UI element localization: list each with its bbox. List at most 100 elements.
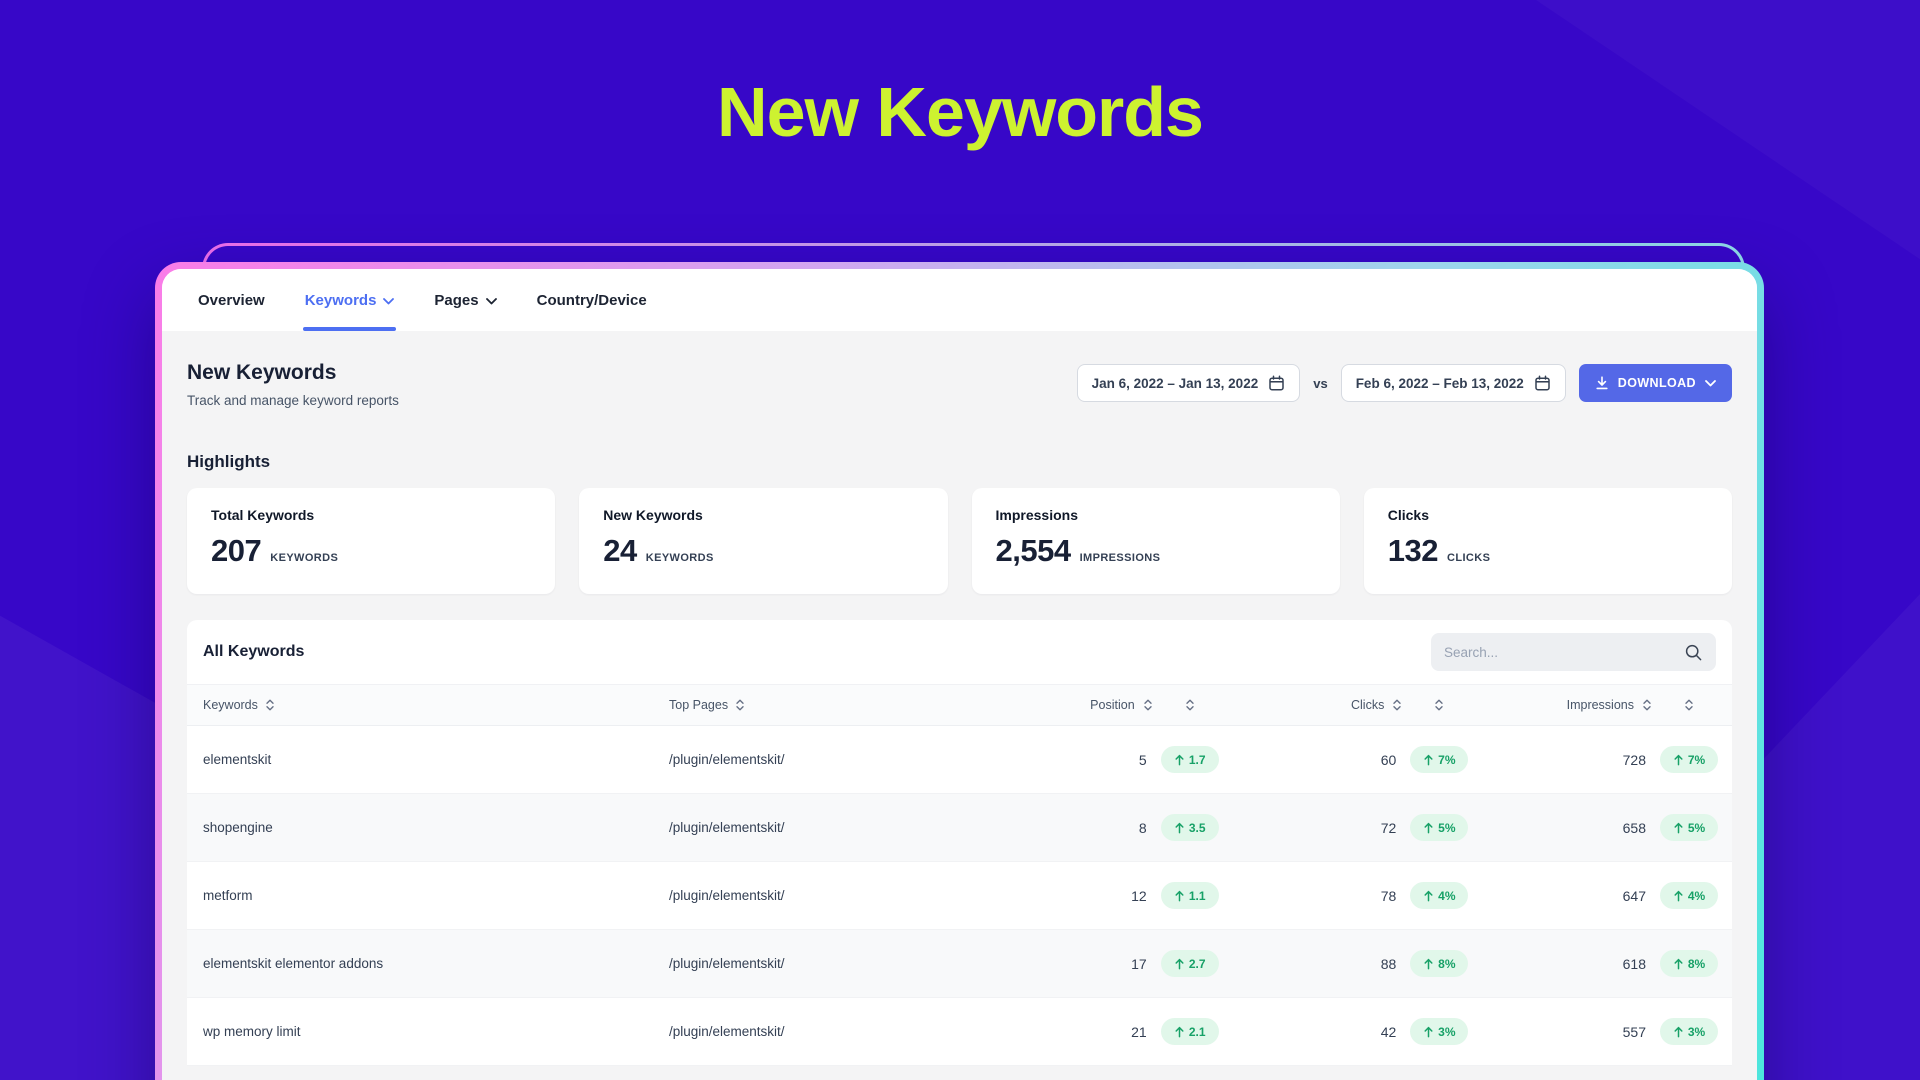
- column-label: Top Pages: [669, 698, 729, 712]
- highlight-label: Total Keywords: [211, 507, 315, 523]
- search-input[interactable]: [1444, 644, 1674, 660]
- position-value: 21: [1131, 1023, 1147, 1040]
- hero-title: New Keywords: [717, 73, 1204, 151]
- impressions-change-badge: 4%: [1660, 882, 1718, 909]
- tab-label: Overview: [198, 291, 265, 309]
- column-header-impressions[interactable]: Impressions: [1482, 698, 1732, 712]
- highlight-card-clicks: Clicks 132 CLICKS: [1363, 488, 1732, 594]
- chevron-down-icon: [1705, 379, 1716, 386]
- table-row[interactable]: wp memory limit /plugin/elementskit/ 21 2…: [187, 998, 1732, 1066]
- column-header-top-pages[interactable]: Top Pages: [653, 698, 983, 712]
- column-header-keywords[interactable]: Keywords: [187, 698, 653, 712]
- column-label: Keywords: [203, 698, 258, 712]
- highlight-label: New Keywords: [603, 507, 703, 523]
- column-header-position[interactable]: Position: [983, 698, 1233, 712]
- dashboard-card: Overview Keywords Pages Country/Device N…: [155, 262, 1764, 1080]
- arrow-up-icon: [1424, 890, 1433, 901]
- change-value: 4%: [1438, 888, 1456, 903]
- arrow-up-icon: [1424, 754, 1433, 765]
- impressions-value: 728: [1622, 751, 1646, 768]
- clicks-change-badge: 7%: [1410, 746, 1469, 773]
- position-change-badge: 3.5: [1160, 814, 1219, 841]
- sort-icon: [736, 699, 744, 711]
- tab-country-device[interactable]: Country/Device: [537, 269, 647, 331]
- highlight-value: 207: [211, 533, 262, 568]
- arrow-up-icon: [1424, 1026, 1433, 1037]
- tab-pages[interactable]: Pages: [434, 269, 497, 331]
- search-box[interactable]: [1431, 633, 1716, 671]
- vs-label: vs: [1313, 375, 1328, 391]
- keyword-cell: shopengine: [203, 820, 273, 835]
- highlight-unit: KEYWORDS: [270, 552, 339, 564]
- table-row[interactable]: shopengine /plugin/elementskit/ 8 3.5 72 5…: [187, 794, 1732, 862]
- highlight-card-new-keywords: New Keywords 24 KEYWORDS: [579, 488, 948, 594]
- sort-icon: [266, 699, 274, 711]
- clicks-value: 88: [1380, 955, 1397, 972]
- date-range-b-value: Feb 6, 2022 – Feb 13, 2022: [1355, 375, 1524, 391]
- highlight-label: Clicks: [1387, 507, 1429, 523]
- position-change-badge: 1.1: [1160, 882, 1219, 909]
- arrow-up-icon: [1175, 754, 1184, 765]
- change-value: 2.1: [1188, 1024, 1206, 1039]
- change-value: 3%: [1438, 1024, 1456, 1039]
- clicks-change-badge: 5%: [1410, 814, 1469, 841]
- change-value: 7%: [1438, 752, 1456, 767]
- impressions-change-badge: 5%: [1660, 814, 1718, 841]
- tab-label: Pages: [434, 291, 479, 309]
- column-header-clicks[interactable]: Clicks: [1233, 698, 1483, 712]
- impressions-value: 618: [1622, 955, 1646, 972]
- date-range-picker-b[interactable]: Feb 6, 2022 – Feb 13, 2022: [1340, 364, 1566, 402]
- highlight-unit: KEYWORDS: [645, 552, 714, 564]
- search-icon: [1685, 644, 1702, 660]
- keyword-cell: elementskit elementor addons: [203, 956, 384, 971]
- change-value: 8%: [1687, 956, 1706, 971]
- arrow-up-icon: [1674, 958, 1683, 969]
- date-range-picker-a[interactable]: Jan 6, 2022 – Jan 13, 2022: [1076, 364, 1301, 402]
- download-button[interactable]: DOWNLOAD: [1578, 364, 1732, 402]
- change-value: 7%: [1687, 752, 1706, 767]
- all-keywords-panel: All Keywords Keywords Top Pages: [187, 620, 1732, 1066]
- arrow-up-icon: [1674, 890, 1683, 901]
- position-change-badge: 1.7: [1160, 746, 1219, 773]
- arrow-up-icon: [1175, 890, 1184, 901]
- change-value: 5%: [1438, 820, 1456, 835]
- change-value: 3.5: [1188, 820, 1206, 835]
- keyword-cell: elementskit: [203, 752, 272, 767]
- arrow-up-icon: [1424, 958, 1433, 969]
- tab-label: Country/Device: [536, 291, 647, 309]
- highlight-card-total-keywords: Total Keywords 207 KEYWORDS: [187, 488, 556, 594]
- position-value: 5: [1138, 751, 1147, 768]
- column-label: Impressions: [1566, 698, 1634, 712]
- highlights-heading: Highlights: [187, 452, 271, 471]
- column-label: Position: [1090, 698, 1135, 712]
- change-value: 8%: [1438, 956, 1456, 971]
- panel-title: All Keywords: [203, 643, 305, 660]
- impressions-change-badge: 3%: [1660, 1018, 1718, 1045]
- change-value: 5%: [1687, 820, 1706, 835]
- clicks-change-badge: 4%: [1410, 882, 1469, 909]
- table-row[interactable]: elementskit elementor addons /plugin/ele…: [187, 930, 1732, 998]
- tab-overview[interactable]: Overview: [198, 269, 265, 331]
- impressions-change-badge: 7%: [1660, 746, 1718, 773]
- table-row[interactable]: metform /plugin/elementskit/ 12 1.1 78 4% …: [187, 862, 1732, 930]
- highlight-value: 132: [1387, 533, 1439, 568]
- table-row[interactable]: elementskit /plugin/elementskit/ 5 1.7 60…: [187, 726, 1732, 794]
- clicks-value: 78: [1380, 887, 1397, 904]
- impressions-value: 658: [1622, 819, 1646, 836]
- highlight-value: 2,554: [995, 533, 1072, 568]
- download-label: DOWNLOAD: [1617, 376, 1696, 390]
- download-icon: [1596, 376, 1608, 390]
- arrow-up-icon: [1674, 822, 1683, 833]
- tab-keywords[interactable]: Keywords: [302, 269, 397, 331]
- clicks-change-badge: 8%: [1410, 950, 1469, 977]
- position-value: 17: [1131, 955, 1147, 972]
- date-range-a-value: Jan 6, 2022 – Jan 13, 2022: [1091, 375, 1259, 391]
- impressions-value: 557: [1622, 1023, 1646, 1040]
- tab-bar: Overview Keywords Pages Country/Device: [162, 269, 1757, 331]
- position-change-badge: 2.1: [1160, 1018, 1219, 1045]
- clicks-value: 60: [1380, 751, 1397, 768]
- page-title: New Keywords: [187, 361, 337, 384]
- table-header-row: Keywords Top Pages Position Clicks: [187, 684, 1732, 726]
- top-page-cell: /plugin/elementskit/: [669, 820, 785, 835]
- top-page-cell: /plugin/elementskit/: [669, 888, 785, 903]
